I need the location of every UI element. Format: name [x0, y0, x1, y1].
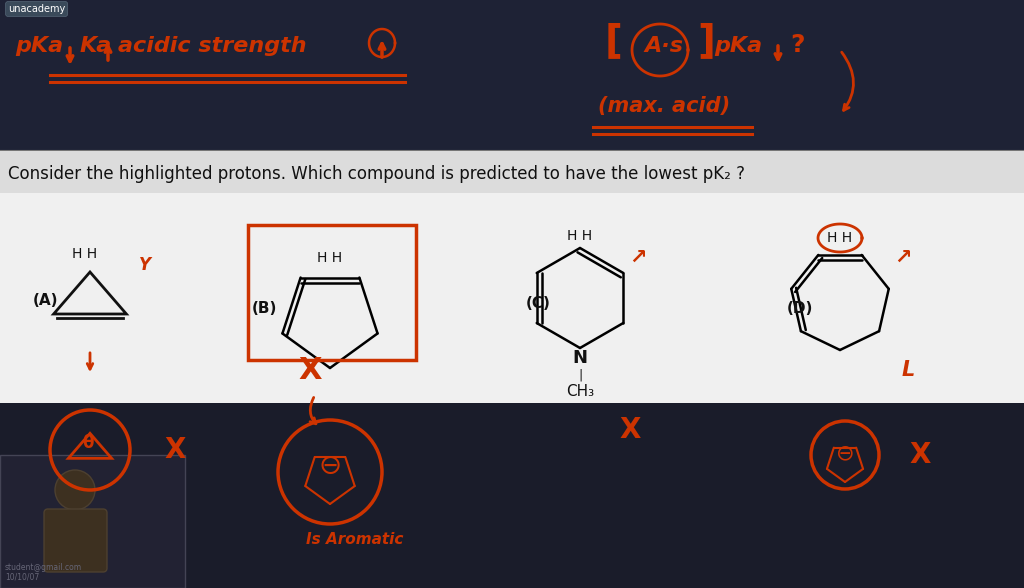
Text: N: N — [572, 349, 588, 367]
Text: unacademy: unacademy — [8, 4, 66, 14]
Text: CH₃: CH₃ — [566, 383, 594, 399]
FancyBboxPatch shape — [0, 193, 1024, 403]
FancyBboxPatch shape — [0, 403, 1024, 588]
Text: ↗: ↗ — [894, 248, 911, 268]
Text: [: [ — [605, 22, 623, 60]
Text: H H: H H — [827, 231, 853, 245]
Text: H H: H H — [317, 251, 343, 265]
Text: Ka: Ka — [80, 36, 113, 56]
Text: ]: ] — [697, 22, 715, 60]
Text: (A): (A) — [32, 292, 57, 308]
Text: (B): (B) — [251, 300, 276, 316]
Text: (max. acid): (max. acid) — [598, 96, 730, 116]
Text: (D): (D) — [786, 300, 813, 316]
Text: θ: θ — [82, 434, 94, 452]
Text: X: X — [909, 441, 931, 469]
FancyBboxPatch shape — [0, 151, 1024, 193]
Text: |: | — [578, 369, 582, 382]
Text: ⊖: ⊖ — [318, 452, 342, 480]
Text: X: X — [164, 436, 185, 464]
Text: H H: H H — [73, 247, 97, 261]
Text: pKa: pKa — [15, 36, 63, 56]
Text: X: X — [620, 416, 641, 444]
Text: X: X — [298, 356, 322, 385]
Text: ?: ? — [790, 33, 805, 57]
Text: Y: Y — [139, 256, 151, 274]
Text: student@gmail.com
10/10/07: student@gmail.com 10/10/07 — [5, 563, 82, 582]
Text: (C): (C) — [525, 296, 551, 310]
Text: ↗: ↗ — [630, 248, 647, 268]
Text: Consider the highlighted protons. Which compound is predicted to have the lowest: Consider the highlighted protons. Which … — [8, 165, 745, 183]
FancyBboxPatch shape — [0, 455, 185, 588]
Text: L: L — [901, 360, 914, 380]
FancyBboxPatch shape — [44, 509, 106, 572]
Text: acidic strength: acidic strength — [118, 36, 306, 56]
Text: Is Aromatic: Is Aromatic — [306, 533, 403, 547]
Text: H H: H H — [567, 229, 593, 243]
Text: ⊖: ⊖ — [836, 443, 854, 463]
Text: pKa: pKa — [714, 36, 762, 56]
Circle shape — [55, 470, 95, 510]
Text: A·s: A·s — [644, 36, 683, 56]
